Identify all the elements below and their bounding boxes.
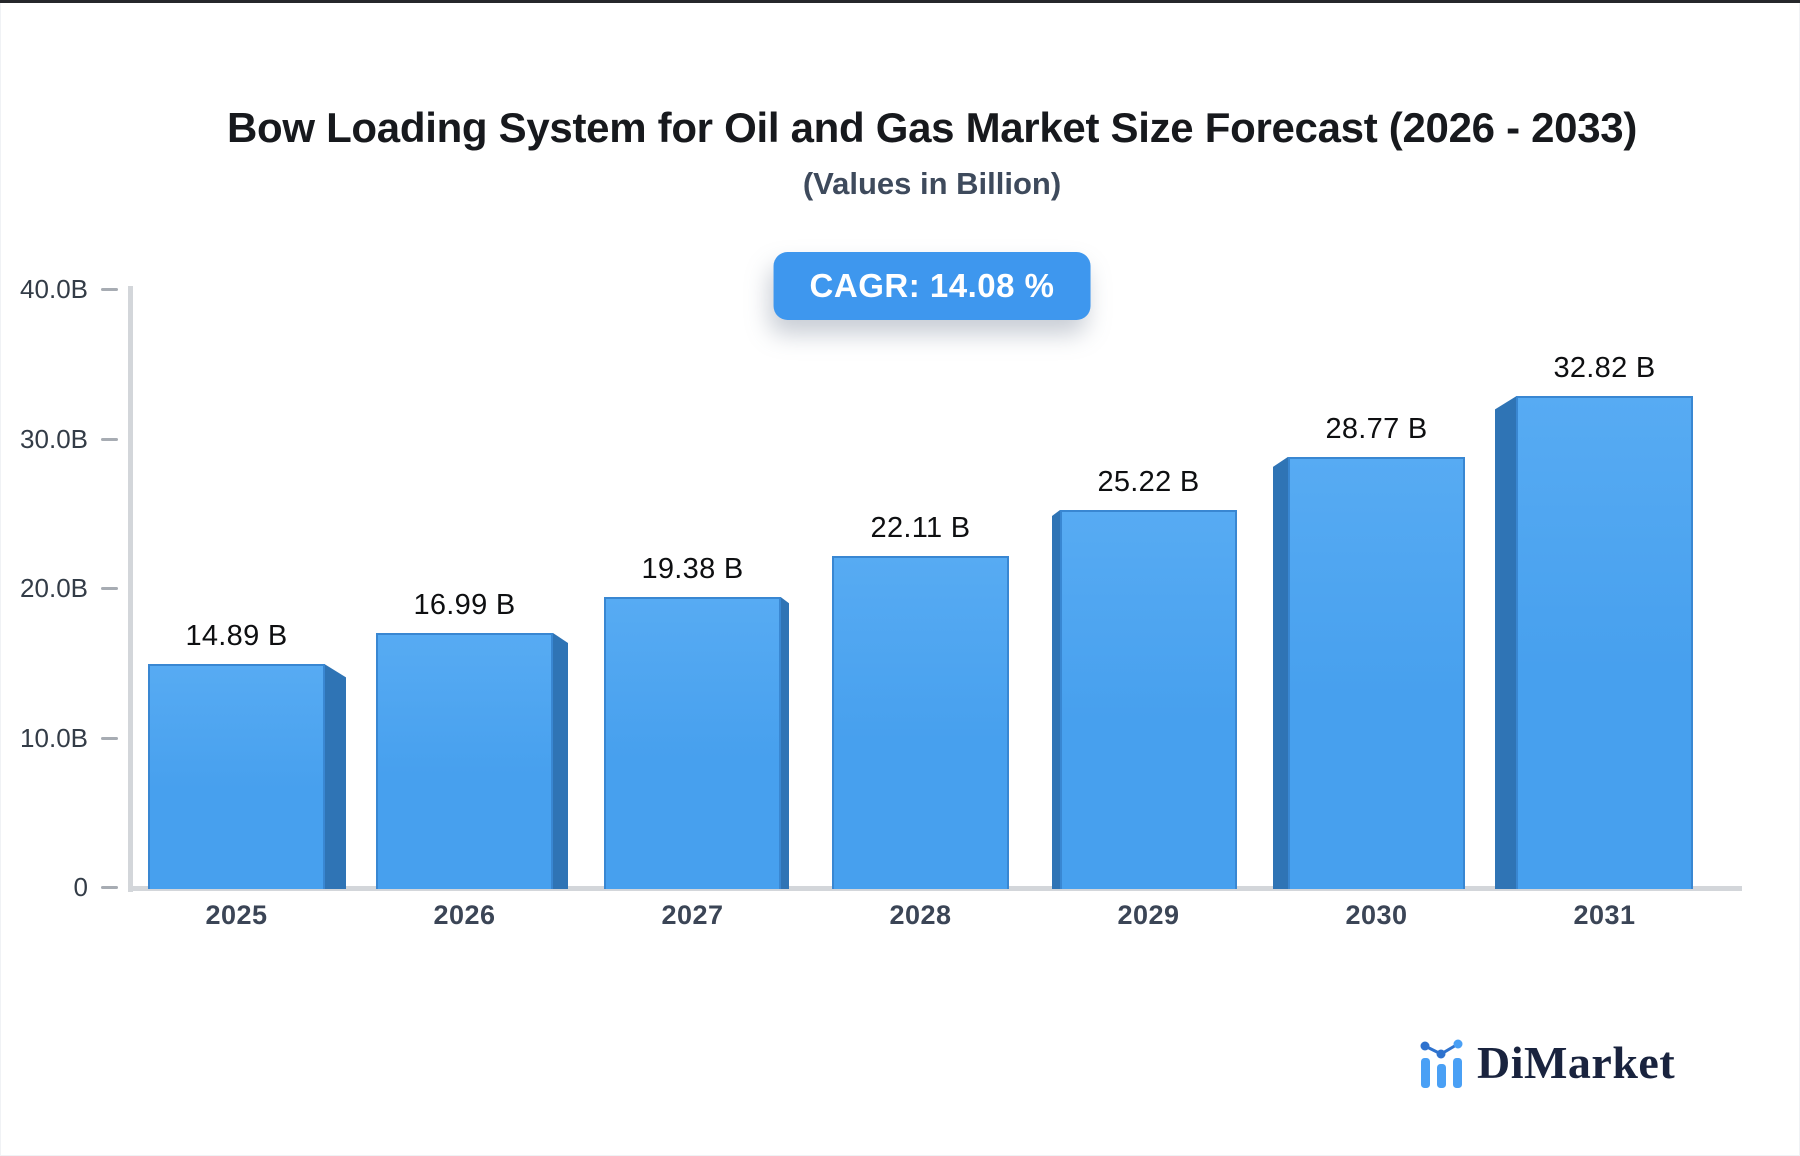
brand-logo: DiMarket (1420, 1038, 1675, 1088)
bar-value-label: 19.38 B (641, 553, 744, 586)
bar-3d-side (781, 597, 789, 889)
y-axis-tick-label: 40.0B (20, 274, 88, 304)
y-axis-tick-mark (101, 587, 118, 590)
x-axis-label: 2031 (1573, 900, 1636, 930)
bar-value-label: 14.89 B (185, 620, 288, 653)
bar-value-label: 16.99 B (413, 588, 516, 621)
bar-3d-side (553, 632, 568, 889)
y-axis-tick-label: 20.0B (20, 573, 88, 603)
bar (376, 632, 553, 889)
x-axis-label: 2027 (661, 900, 724, 930)
brand-name: DiMarket (1477, 1037, 1676, 1088)
x-axis-label: 2028 (889, 900, 952, 930)
dimarket-logo-icon (1420, 1039, 1463, 1088)
y-axis-tick-label: 10.0B (20, 722, 88, 753)
y-axis-tick-mark (101, 437, 118, 441)
bar-3d-side (1495, 396, 1516, 889)
bar-3d-side (1273, 456, 1288, 889)
window-top-edge (0, 0, 1800, 3)
bar-value-label: 22.11 B (870, 512, 971, 545)
bar (832, 556, 1009, 889)
bar-value-label: 32.82 B (1553, 352, 1656, 385)
x-axis-label: 2025 (205, 900, 268, 930)
bar-3d-side (1052, 509, 1060, 889)
y-axis-tick-mark (101, 736, 118, 740)
chart-subtitle: (Values in Billion) (802, 166, 1062, 201)
bar-value-label: 25.22 B (1097, 465, 1200, 498)
cagr-badge: CAGR: 14.08 % (773, 252, 1091, 320)
bar-value-label: 28.77 B (1325, 412, 1428, 445)
x-axis-label: 2026 (433, 900, 496, 930)
bar (1516, 396, 1693, 889)
bar (604, 597, 781, 889)
bar (148, 664, 325, 889)
y-axis-line (128, 286, 133, 892)
x-axis-label: 2029 (1117, 900, 1180, 930)
bar (1060, 509, 1237, 889)
y-axis-tick-label: 0 (73, 872, 88, 902)
bar-3d-side (325, 664, 346, 889)
bar (1288, 456, 1465, 889)
chart-title: Bow Loading System for Oil and Gas Marke… (226, 104, 1638, 151)
x-axis-label: 2030 (1345, 900, 1408, 930)
y-axis-tick-mark (101, 886, 118, 889)
y-axis-tick-label: 30.0B (20, 423, 88, 454)
y-axis-tick-mark (101, 288, 118, 291)
